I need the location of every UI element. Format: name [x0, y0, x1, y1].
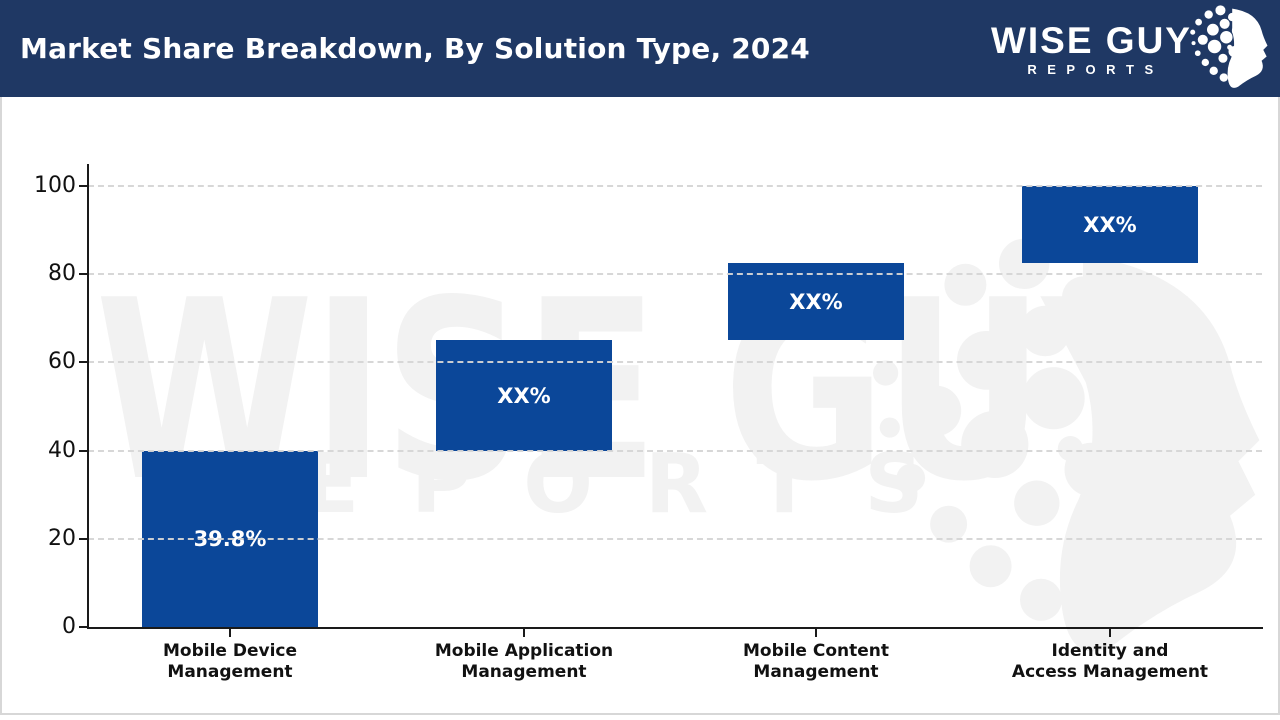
y-tick-label-20: 20 — [48, 525, 76, 551]
header-bar: Market Share Breakdown, By Solution Type… — [0, 0, 1280, 97]
x-tick-mark-2 — [523, 629, 525, 637]
x-category-label-1-line1: Mobile Device — [162, 641, 298, 661]
x-tick-mark-3 — [815, 629, 817, 637]
frame-bottom-border — [0, 713, 1280, 715]
x-category-label-2-line1: Mobile Application — [434, 641, 614, 661]
x-tick-mark-1 — [229, 629, 231, 637]
x-category-label-2-line2: Management — [461, 662, 587, 682]
bar-segment-2: XX% — [436, 340, 612, 452]
x-category-label-1-line2: Management — [167, 662, 293, 682]
y-tick-mark-40 — [79, 449, 88, 452]
x-category-label-4-line1: Identity and — [1051, 641, 1169, 661]
page-title: Market Share Breakdown, By Solution Type… — [20, 32, 810, 65]
gridline-20 — [88, 537, 1262, 540]
gridline-60 — [88, 361, 1262, 364]
y-tick-label-60: 60 — [48, 349, 76, 375]
x-category-label-2: Mobile Application Management — [384, 641, 664, 683]
brand-logo-line2: REPORTS — [1027, 61, 1164, 77]
x-tick-mark-4 — [1109, 629, 1111, 637]
y-tick-label-80: 80 — [48, 261, 76, 287]
y-tick-mark-20 — [79, 537, 88, 540]
x-category-label-3: Mobile Content Management — [676, 641, 956, 683]
brand-logo-text: WISE GUY REPORTS — [991, 22, 1192, 76]
y-tick-label-40: 40 — [48, 437, 76, 463]
bar-value-label-3: XX% — [789, 289, 843, 314]
y-tick-label-0: 0 — [62, 614, 76, 639]
x-category-label-1: Mobile Device Management — [90, 641, 370, 683]
bar-value-label-4: XX% — [1083, 212, 1137, 237]
x-axis-line — [87, 627, 1263, 629]
y-tick-label-100: 100 — [34, 173, 76, 198]
y-tick-mark-0 — [79, 626, 88, 628]
y-tick-mark-100 — [79, 185, 88, 187]
bar-segment-4: XX% — [1022, 186, 1198, 264]
brand-head-icon — [1190, 4, 1268, 88]
gridline-100 — [88, 185, 1262, 187]
gridline-40 — [88, 449, 1262, 452]
y-tick-mark-80 — [79, 273, 88, 276]
brand-logo-line1: WISE GUY — [990, 19, 1192, 61]
y-axis-line — [87, 164, 89, 629]
x-category-label-4-line2: Access Management — [1011, 662, 1209, 682]
x-category-label-3-line1: Mobile Content — [742, 641, 889, 661]
gridline-80 — [88, 273, 1262, 276]
x-category-label-4: Identity and Access Management — [970, 641, 1250, 683]
bar-segment-3: XX% — [728, 263, 904, 341]
frame-left-border — [0, 97, 2, 713]
frame-right-border — [1278, 97, 1280, 713]
x-category-label-3-line2: Management — [753, 662, 879, 682]
bar-value-label-2: XX% — [497, 383, 551, 408]
brand-logo: WISE GUY REPORTS — [991, 4, 1270, 94]
y-tick-mark-60 — [79, 361, 88, 364]
